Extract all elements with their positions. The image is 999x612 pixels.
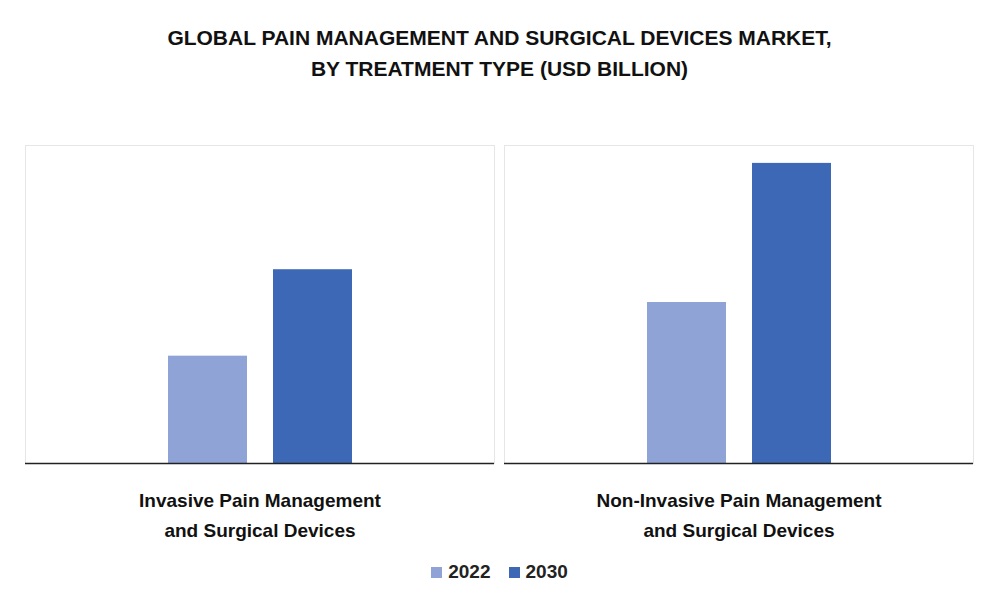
svg-text:Non-Invasive Pain Managementan: Non-Invasive Pain Managementand Surgical… — [596, 490, 882, 541]
svg-text:Invasive Pain Managementand Su: Invasive Pain Managementand Surgical Dev… — [139, 490, 381, 541]
html-text:2022: 2022 — [448, 561, 491, 582]
html-text:GLOBAL PAIN MANAGEMENT AND SUR: GLOBAL PAIN MANAGEMENT AND SURGICAL DEVI… — [167, 26, 832, 80]
html-text:2030: 2030 — [525, 561, 568, 582]
